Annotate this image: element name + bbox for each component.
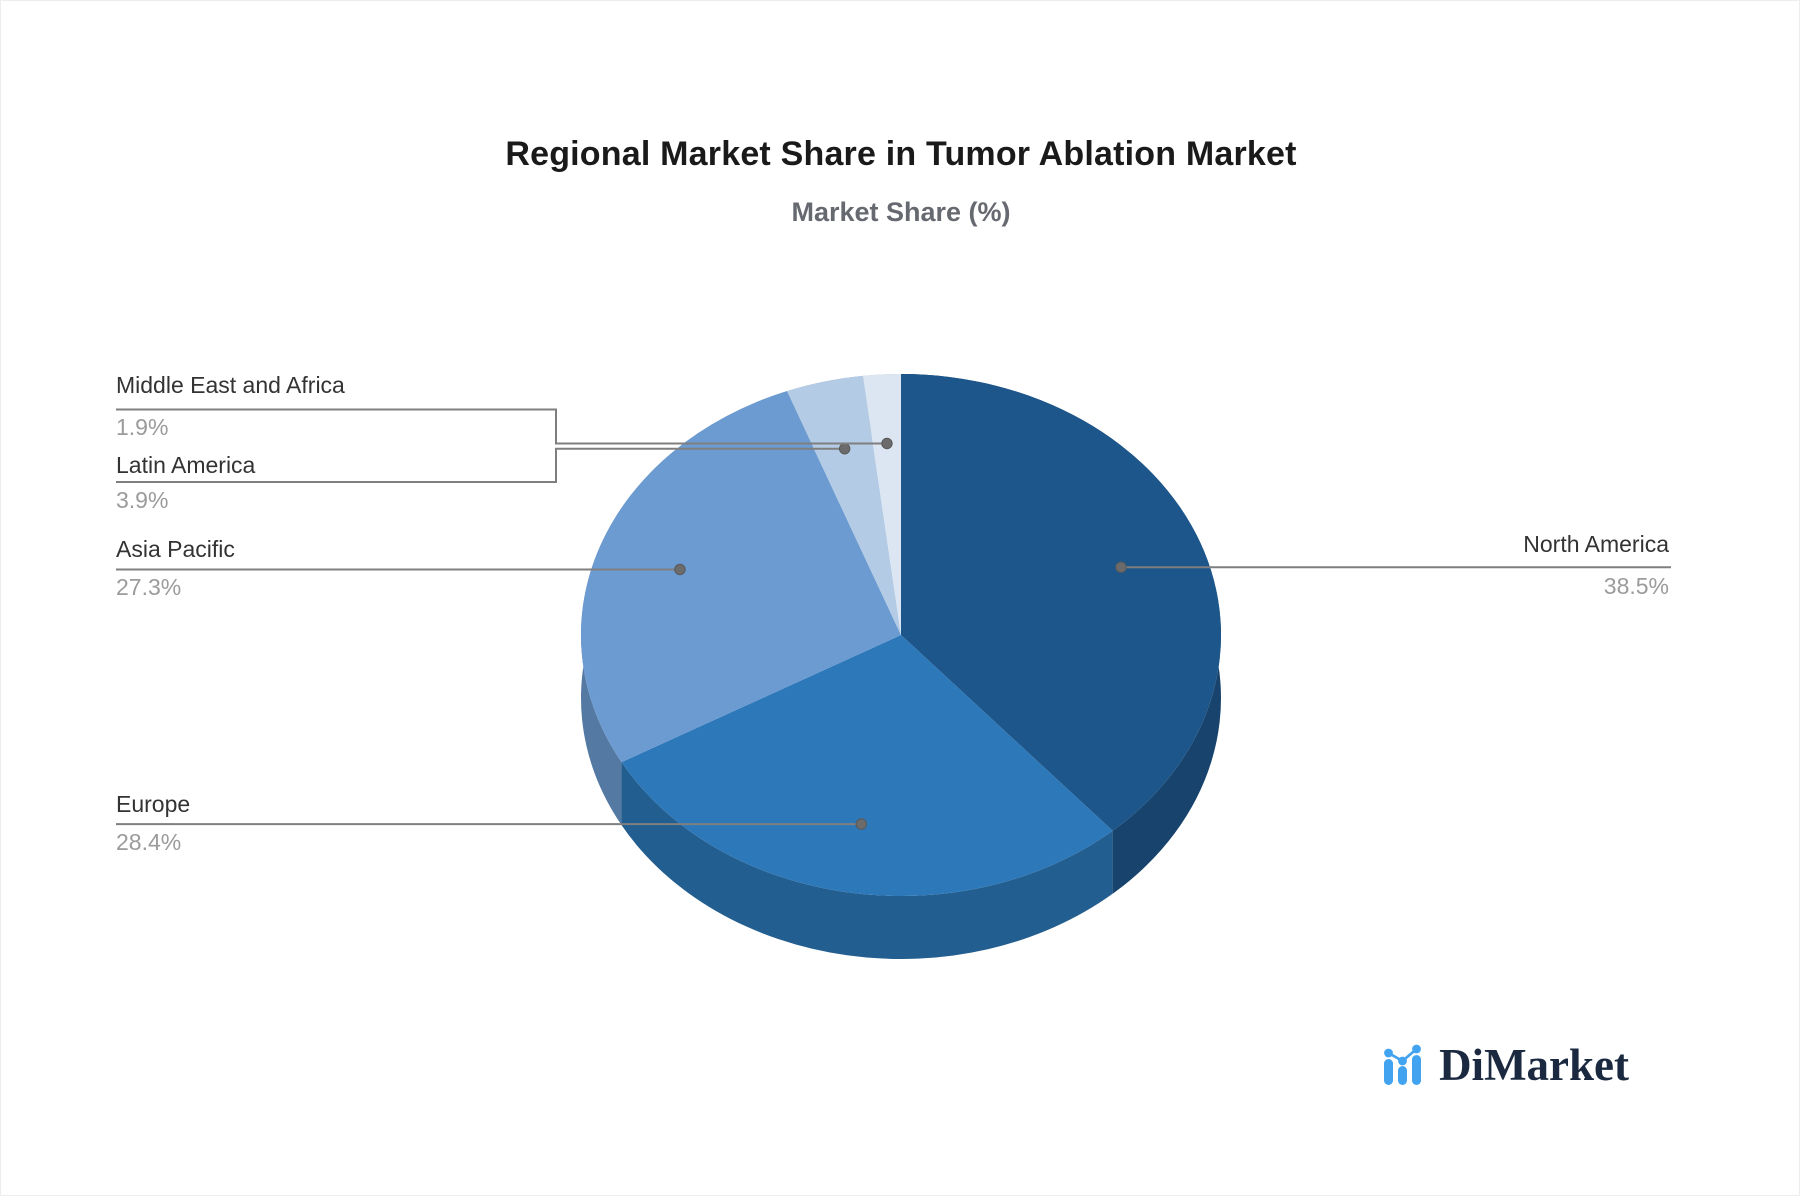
slice-value: 3.9% xyxy=(116,487,169,513)
slice-value: 1.9% xyxy=(116,414,169,440)
chart-title: Regional Market Share in Tumor Ablation … xyxy=(505,135,1297,173)
callout-dot-europe xyxy=(855,818,867,830)
slice-label: Latin America xyxy=(116,452,256,478)
pie-slice-latin-america[interactable] xyxy=(786,375,901,635)
pie-slice-europe[interactable] xyxy=(621,635,1113,896)
slice-label: Middle East and Africa xyxy=(116,372,345,398)
slice-label: Asia Pacific xyxy=(116,536,235,562)
callout-dot-asia-pacific xyxy=(674,563,686,576)
pie-slice-middle-east-and-africa[interactable] xyxy=(862,374,901,635)
callout-middle-east-and-africa: Middle East and Africa 1.9% xyxy=(116,372,345,441)
callout-latin-america: Latin America 3.9% xyxy=(116,452,255,514)
pie-slice-asia-pacific[interactable] xyxy=(581,391,901,763)
callout-dot-latin-america xyxy=(838,443,851,455)
chart-subtitle: Market Share (%) xyxy=(791,197,1011,227)
bar-line-chart-icon xyxy=(1384,1044,1422,1085)
slice-label: Europe xyxy=(116,791,191,817)
callout-line-middle-east-and-africa xyxy=(116,408,887,445)
pie-slice-north-america[interactable] xyxy=(901,374,1221,831)
callout-dot-north-america xyxy=(1115,561,1127,573)
callout-europe: Europe 28.4% xyxy=(116,791,190,856)
pie-slice-side-europe xyxy=(621,762,1113,959)
dimarket-logo: DiMarket xyxy=(1380,1041,1629,1089)
callout-dot-middle-east-and-africa xyxy=(881,437,893,450)
slice-label: North America xyxy=(1523,531,1669,557)
logo-text: DiMarket xyxy=(1439,1040,1629,1090)
callout-asia-pacific: Asia Pacific 27.3% xyxy=(116,536,235,601)
callout-line-latin-america xyxy=(116,447,845,483)
slice-value: 28.4% xyxy=(116,829,182,855)
callout-north-america: North America 38.5% xyxy=(1523,531,1669,600)
slice-value: 38.5% xyxy=(1603,573,1669,599)
slice-value: 27.3% xyxy=(116,574,182,600)
